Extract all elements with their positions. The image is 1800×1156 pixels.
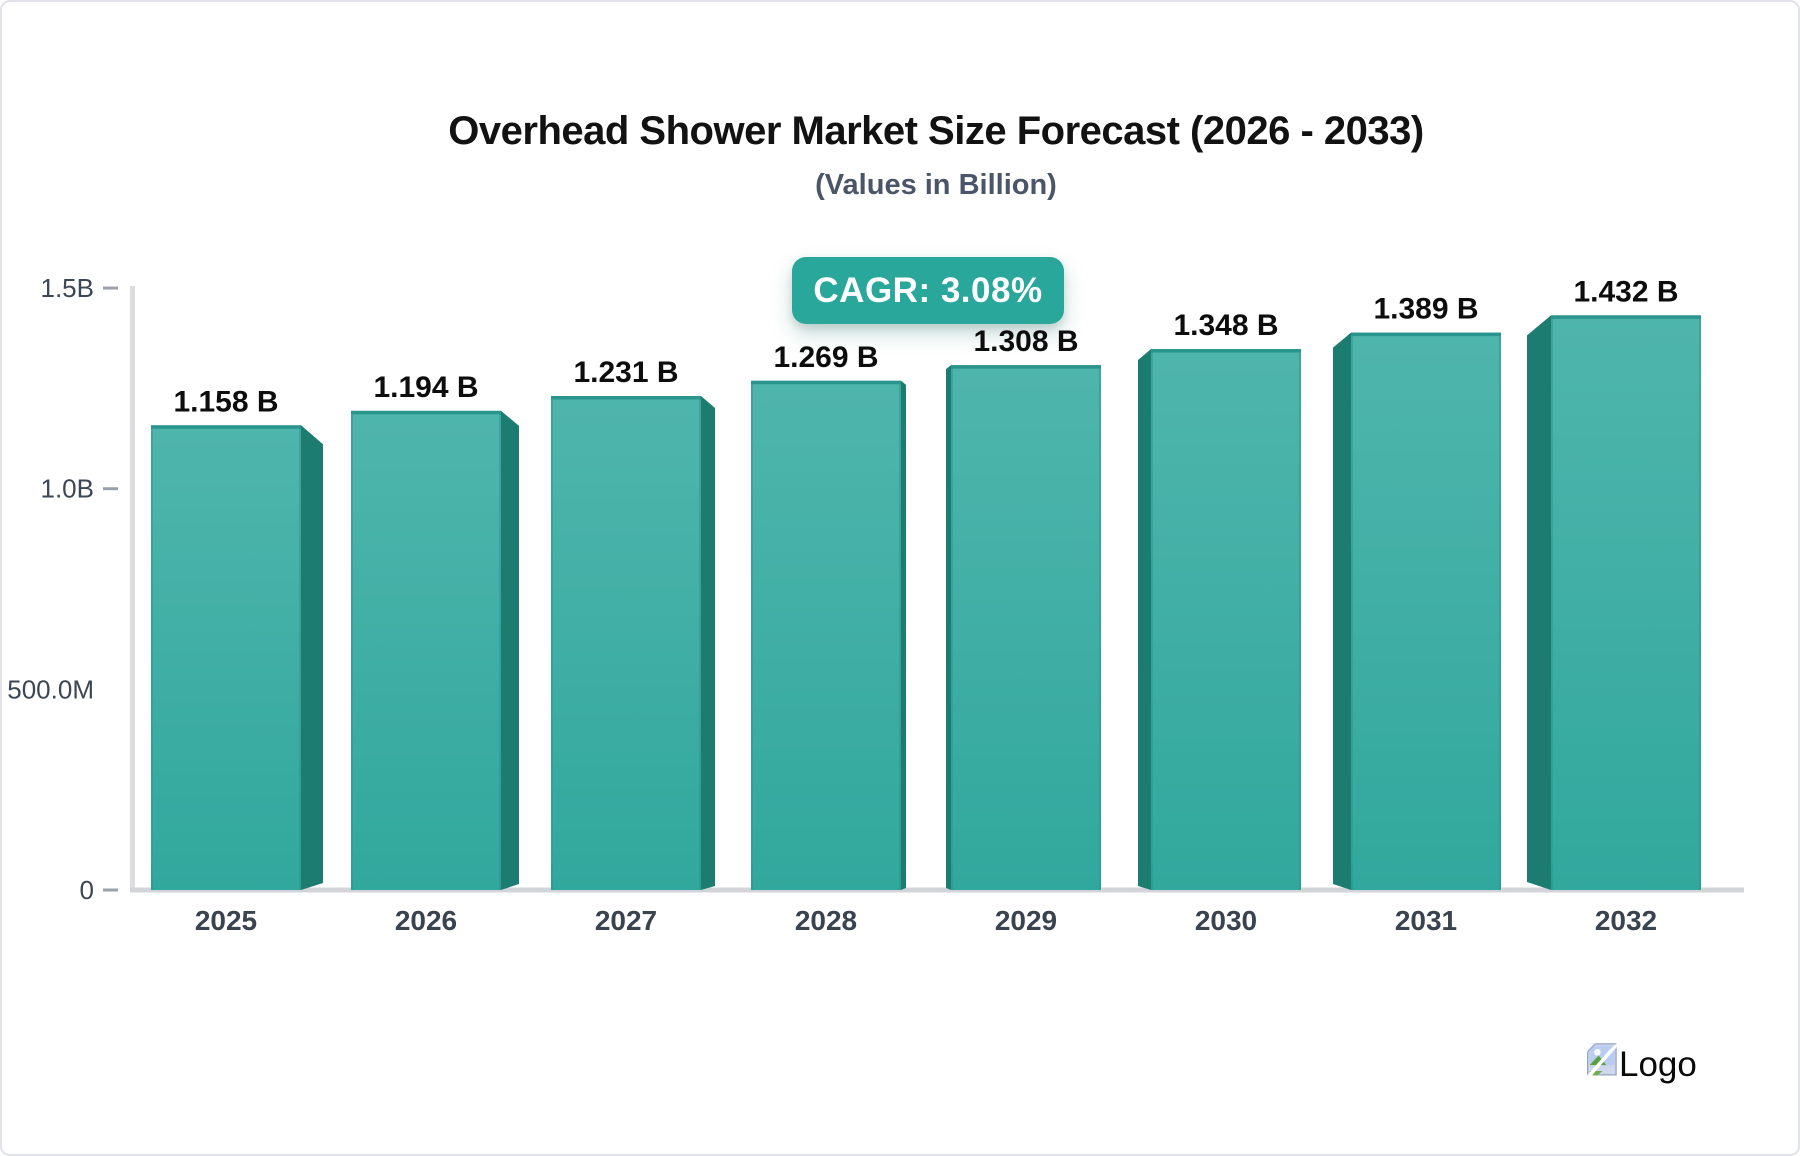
bar-value-label: 1.308 B	[973, 325, 1078, 358]
y-tick-label: 0	[80, 875, 94, 905]
x-tick-label: 2030	[1195, 905, 1257, 936]
bar-value-label: 1.231 B	[573, 356, 678, 389]
bar-right-edge	[499, 410, 501, 890]
broken-image-icon	[1587, 1043, 1617, 1076]
x-tick-label: 2026	[395, 905, 457, 936]
bar-top-edge	[951, 365, 1101, 369]
bar-right-edge	[1699, 315, 1701, 891]
y-tick-mark	[103, 888, 118, 892]
bar	[351, 410, 501, 890]
bar	[151, 425, 301, 890]
bar-value-label: 1.194 B	[373, 371, 478, 404]
x-axis-line	[130, 887, 1744, 893]
bar-left-edge	[551, 395, 553, 890]
bar-top-edge	[1351, 332, 1501, 337]
y-tick-mark	[103, 487, 118, 491]
bar-left-edge	[751, 380, 753, 890]
bar-left-edge	[351, 410, 353, 890]
bar-left-edge	[1551, 315, 1553, 891]
bar-top-edge	[1551, 315, 1701, 319]
bar	[551, 395, 701, 890]
cagr-badge-label: CAGR: 3.08%	[813, 270, 1043, 310]
bar-value-label: 1.269 B	[773, 341, 878, 374]
x-tick-label: 2028	[795, 905, 857, 936]
bar-side-face	[701, 395, 715, 890]
x-tick-label: 2032	[1595, 905, 1657, 936]
bar-side-face	[501, 410, 519, 890]
bar	[1551, 315, 1701, 891]
bar-side-face	[1138, 349, 1151, 890]
bar-right-edge	[1099, 365, 1101, 890]
chart-subtitle: (Values in Billion)	[815, 169, 1057, 201]
bar-left-edge	[1151, 349, 1153, 890]
bar-top-edge	[751, 380, 901, 385]
logo-alt-text: Logo	[1619, 1045, 1697, 1084]
logo: Logo	[1587, 1040, 1697, 1090]
bar-value-label: 1.389 B	[1373, 293, 1478, 326]
bar-side-face	[946, 365, 951, 890]
x-tick-label: 2031	[1395, 905, 1457, 936]
bar-value-label: 1.348 B	[1173, 309, 1278, 342]
y-axis-line	[130, 286, 135, 890]
y-tick-mark	[103, 286, 118, 290]
bar-side-face	[1527, 315, 1551, 891]
bar-right-edge	[1299, 349, 1301, 890]
bar-side-face	[901, 380, 906, 890]
bar	[751, 380, 901, 890]
bar-top-edge	[1151, 349, 1301, 353]
bar-right-edge	[299, 425, 301, 890]
bar-top-edge	[551, 395, 701, 400]
y-tick-label: 1.0B	[41, 474, 95, 504]
bar-left-edge	[951, 365, 953, 890]
bar-right-edge	[699, 395, 701, 890]
bar-value-label: 1.432 B	[1573, 275, 1678, 308]
cagr-badge: CAGR: 3.08%	[792, 257, 1064, 324]
bar-right-edge	[1499, 332, 1501, 890]
y-tick-label: 500.0M	[7, 674, 94, 704]
bar	[951, 365, 1101, 890]
chart-title: Overhead Shower Market Size Forecast (20…	[448, 109, 1424, 153]
bar-side-face	[1333, 332, 1351, 890]
y-tick-label: 1.5B	[41, 273, 95, 303]
bar-value-label: 1.158 B	[173, 385, 278, 418]
chart-header: Overhead Shower Market Size Forecast (20…	[74, 107, 1798, 201]
x-tick-label: 2027	[595, 905, 657, 936]
bar-top-edge	[151, 425, 301, 429]
bar	[1351, 332, 1501, 890]
bar-side-face	[301, 425, 323, 890]
bar-left-edge	[1351, 332, 1353, 890]
x-tick-label: 2025	[195, 905, 257, 936]
bar-right-edge	[899, 380, 901, 890]
bar-top-edge	[351, 410, 501, 415]
x-tick-label: 2029	[995, 905, 1057, 936]
bar	[1151, 349, 1301, 890]
bar-left-edge	[151, 425, 153, 890]
